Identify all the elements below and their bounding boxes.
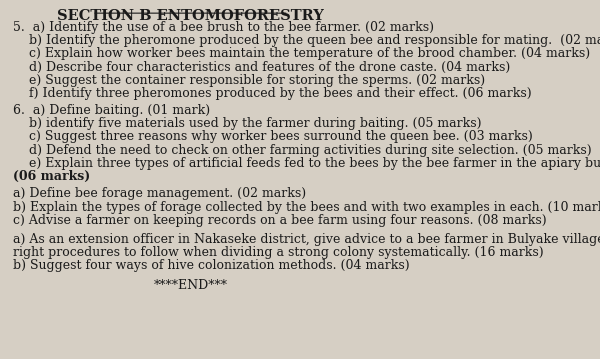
Text: b) Explain the types of forage collected by the bees and with two examples in ea: b) Explain the types of forage collected… (13, 201, 600, 214)
Text: c) Explain how worker bees maintain the temperature of the brood chamber. (04 ma: c) Explain how worker bees maintain the … (13, 47, 590, 60)
Text: a) As an extension officer in Nakaseke district, give advice to a bee farmer in : a) As an extension officer in Nakaseke d… (13, 233, 600, 246)
Text: f) Identify three pheromones produced by the bees and their effect. (06 marks): f) Identify three pheromones produced by… (13, 87, 532, 100)
Text: e) Explain three types of artificial feeds fed to the bees by the bee farmer in : e) Explain three types of artificial fee… (13, 157, 600, 170)
Text: b) identify five materials used by the farmer during baiting. (05 marks): b) identify five materials used by the f… (13, 117, 481, 130)
Text: ****END***: ****END*** (154, 279, 227, 292)
Text: d) Defend the need to check on other farming activities during site selection. (: d) Defend the need to check on other far… (13, 144, 592, 157)
Text: 5.  a) Identify the use of a bee brush to the bee farmer. (02 marks): 5. a) Identify the use of a bee brush to… (13, 21, 434, 34)
Text: b) Suggest four ways of hive colonization methods. (04 marks): b) Suggest four ways of hive colonizatio… (13, 259, 409, 272)
Text: (06 marks): (06 marks) (13, 170, 90, 183)
Text: 6.  a) Define baiting. (01 mark): 6. a) Define baiting. (01 mark) (13, 104, 210, 117)
Text: b) Identify the pheromone produced by the queen bee and responsible for mating. : b) Identify the pheromone produced by th… (13, 34, 600, 47)
Text: SECTION B ENTOMOFORESTRY: SECTION B ENTOMOFORESTRY (57, 9, 324, 23)
Text: d) Describe four characteristics and features of the drone caste. (04 marks): d) Describe four characteristics and fea… (13, 61, 510, 74)
Text: a) Define bee forage management. (02 marks): a) Define bee forage management. (02 mar… (13, 187, 306, 200)
Text: right procedures to follow when dividing a strong colony systematically. (16 mar: right procedures to follow when dividing… (13, 246, 544, 259)
Text: c) Advise a farmer on keeping records on a bee farm using four reasons. (08 mark: c) Advise a farmer on keeping records on… (13, 214, 547, 227)
Text: c) Suggest three reasons why worker bees surround the queen bee. (03 marks): c) Suggest three reasons why worker bees… (13, 130, 532, 143)
Text: e) Suggest the container responsible for storing the sperms. (02 marks): e) Suggest the container responsible for… (13, 74, 485, 87)
